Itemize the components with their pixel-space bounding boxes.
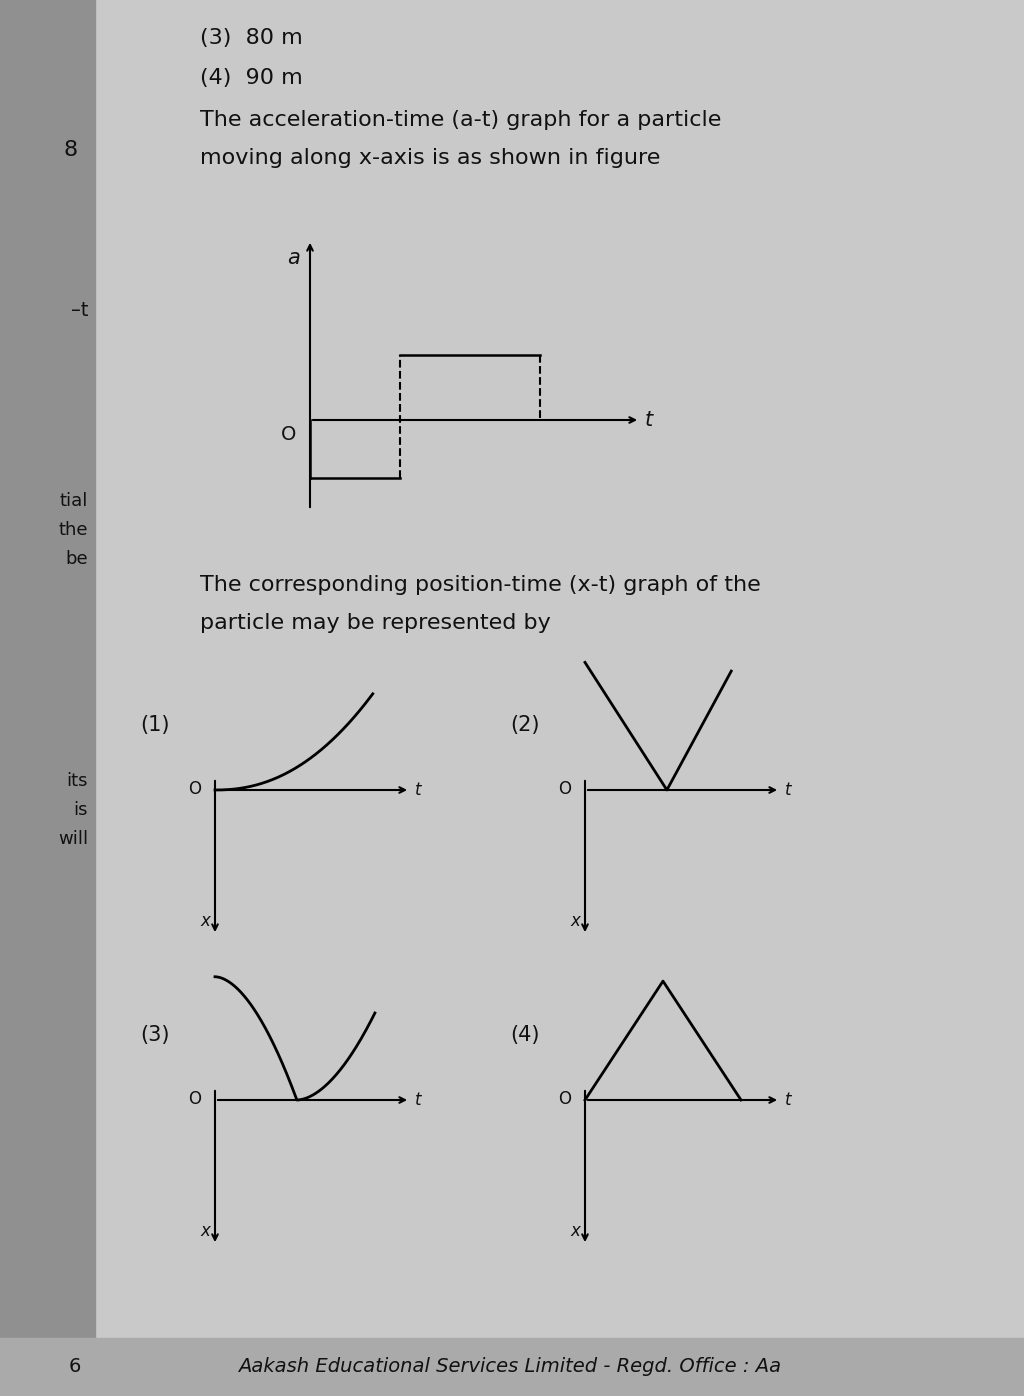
Text: tial
the
be: tial the be — [58, 491, 88, 568]
Text: t: t — [785, 780, 792, 799]
Text: 6: 6 — [69, 1357, 81, 1375]
Text: O: O — [188, 1090, 201, 1108]
Bar — [0, 0, 95, 1396]
Text: x: x — [200, 1222, 210, 1240]
Text: t: t — [785, 1092, 792, 1108]
Text: (2): (2) — [510, 715, 540, 734]
Text: x: x — [570, 1222, 580, 1240]
Text: The acceleration-time (a-t) graph for a particle: The acceleration-time (a-t) graph for a … — [200, 110, 721, 130]
Text: –t: –t — [71, 300, 88, 320]
Text: (4): (4) — [510, 1025, 540, 1044]
Text: Aakash Educational Services Limited - Regd. Office : Aa: Aakash Educational Services Limited - Re… — [239, 1357, 781, 1375]
Text: 8: 8 — [63, 140, 78, 161]
Text: (4)  90 m: (4) 90 m — [200, 68, 303, 88]
Text: (3)  80 m: (3) 80 m — [200, 28, 303, 47]
Text: x: x — [570, 912, 580, 930]
Text: t: t — [415, 780, 422, 799]
Text: O: O — [558, 780, 571, 799]
Text: (1): (1) — [140, 715, 170, 734]
Text: x: x — [200, 912, 210, 930]
Text: moving along x-axis is as shown in figure: moving along x-axis is as shown in figur… — [200, 148, 660, 168]
Text: O: O — [188, 780, 201, 799]
Text: t: t — [415, 1092, 422, 1108]
Text: O: O — [281, 424, 296, 444]
Text: t: t — [645, 410, 653, 430]
Bar — [0, 1337, 1024, 1396]
Text: a: a — [288, 248, 300, 268]
Text: The corresponding position-time (x-t) graph of the: The corresponding position-time (x-t) gr… — [200, 575, 761, 595]
Text: its
is
will: its is will — [58, 772, 88, 849]
Text: O: O — [558, 1090, 571, 1108]
Text: particle may be represented by: particle may be represented by — [200, 613, 551, 632]
Text: (3): (3) — [140, 1025, 170, 1044]
